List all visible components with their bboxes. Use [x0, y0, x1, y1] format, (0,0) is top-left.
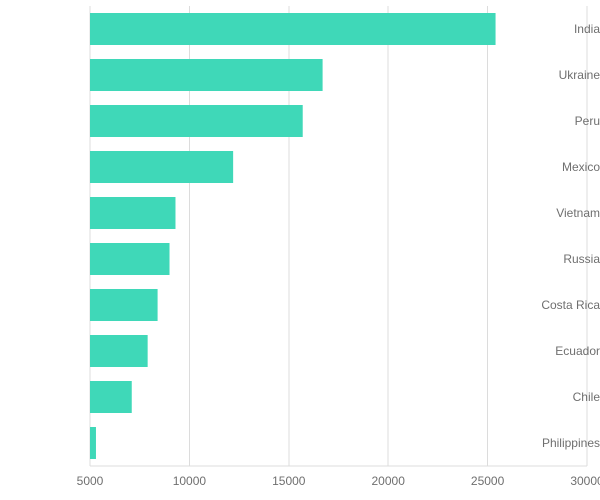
bar: [90, 243, 170, 275]
bar: [90, 427, 96, 459]
y-axis-label: Costa Rica: [522, 298, 600, 312]
x-axis-label: 25000: [471, 474, 504, 488]
bar: [90, 59, 323, 91]
y-axis-label: Ukraine: [522, 68, 600, 82]
y-axis-label: Peru: [522, 114, 600, 128]
y-axis-label: Vietnam: [522, 206, 600, 220]
bar: [90, 105, 303, 137]
bar: [90, 197, 175, 229]
y-axis-label: Mexico: [522, 160, 600, 174]
bar: [90, 13, 496, 45]
y-axis-label: Chile: [522, 390, 600, 404]
bar: [90, 151, 233, 183]
x-axis-label: 30000: [570, 474, 600, 488]
y-axis-label: Russia: [522, 252, 600, 266]
y-axis-label: Philippines: [522, 436, 600, 450]
horizontal-bar-chart: [0, 0, 600, 500]
y-axis-label: India: [522, 22, 600, 36]
x-axis-label: 20000: [372, 474, 405, 488]
x-axis-label: 10000: [173, 474, 206, 488]
bar: [90, 381, 132, 413]
bar: [90, 335, 148, 367]
bar: [90, 289, 158, 321]
x-axis-label: 5000: [77, 474, 104, 488]
y-axis-label: Ecuador: [522, 344, 600, 358]
x-axis-label: 15000: [272, 474, 305, 488]
